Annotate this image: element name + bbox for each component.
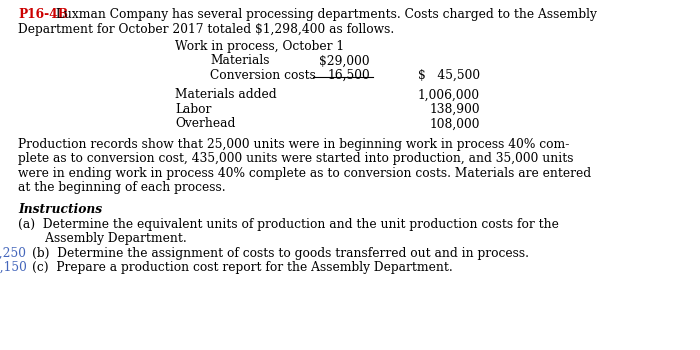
Text: 16,500: 16,500 <box>328 69 370 82</box>
Text: at the beginning of each process.: at the beginning of each process. <box>18 181 225 194</box>
Text: (b)  Determine the assignment of costs to goods transferred out and in process.: (b) Determine the assignment of costs to… <box>32 246 529 259</box>
Text: Department for October 2017 totaled $1,298,400 as follows.: Department for October 2017 totaled $1,2… <box>18 22 394 35</box>
Text: plete as to conversion cost, 435,000 units were started into production, and 35,: plete as to conversion cost, 435,000 uni… <box>18 152 573 165</box>
Text: $29,000: $29,000 <box>319 54 370 68</box>
Text: 1,250: 1,250 <box>0 246 27 259</box>
Text: (c)  Prepare a production cost report for the Assembly Department.: (c) Prepare a production cost report for… <box>32 261 453 274</box>
Text: Materials: Materials <box>210 54 270 68</box>
Text: Work in process, October 1: Work in process, October 1 <box>175 40 344 53</box>
Text: Instructions: Instructions <box>18 203 102 216</box>
Text: Materials added: Materials added <box>175 89 276 101</box>
Text: P16-4B: P16-4B <box>18 8 68 21</box>
Text: $   45,500: $ 45,500 <box>418 69 480 82</box>
Text: 7,150: 7,150 <box>0 261 27 274</box>
Text: 138,900: 138,900 <box>429 103 480 116</box>
Text: Luxman Company has several processing departments. Costs charged to the Assembly: Luxman Company has several processing de… <box>52 8 597 21</box>
Text: Conversion costs: Conversion costs <box>210 69 316 82</box>
Text: were in ending work in process 40% complete as to conversion costs. Materials ar: were in ending work in process 40% compl… <box>18 167 591 180</box>
Text: Assembly Department.: Assembly Department. <box>18 232 187 245</box>
Text: (a)  Determine the equivalent units of production and the unit production costs : (a) Determine the equivalent units of pr… <box>18 217 559 231</box>
Text: Production records show that 25,000 units were in beginning work in process 40% : Production records show that 25,000 unit… <box>18 138 569 151</box>
Text: Labor: Labor <box>175 103 211 116</box>
Text: Overhead: Overhead <box>175 118 235 131</box>
Text: 108,000: 108,000 <box>430 118 480 131</box>
Text: 1,006,000: 1,006,000 <box>418 89 480 101</box>
